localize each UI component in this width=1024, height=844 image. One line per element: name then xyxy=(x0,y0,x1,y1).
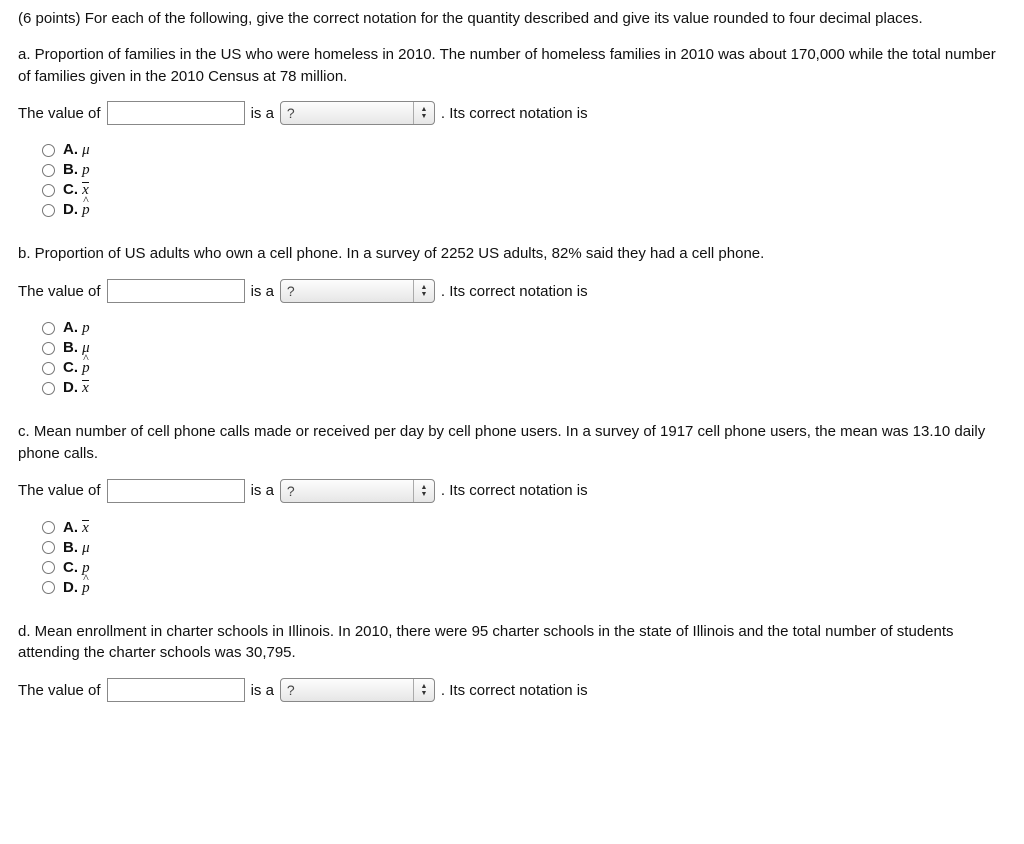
select-value: ? xyxy=(281,480,413,502)
part-b: b. Proportion of US adults who own a cel… xyxy=(18,243,1006,397)
select-value: ? xyxy=(281,679,413,701)
option-label: B. p xyxy=(63,161,90,179)
label-notation-is: . Its correct notation is xyxy=(441,105,588,122)
label-is-a: is a xyxy=(251,105,274,122)
radio-icon xyxy=(42,204,55,217)
option-label: B. μ xyxy=(63,539,90,557)
part-c-option-c[interactable]: C. p xyxy=(42,559,1006,577)
label-notation-is: . Its correct notation is xyxy=(441,283,588,300)
part-c-value-input[interactable] xyxy=(107,479,245,503)
option-label: D. x xyxy=(63,379,89,397)
label-value-of: The value of xyxy=(18,105,101,122)
radio-icon xyxy=(42,342,55,355)
part-a-value-input[interactable] xyxy=(107,101,245,125)
question-page: (6 points) For each of the following, gi… xyxy=(0,0,1024,722)
part-b-option-c[interactable]: C. p xyxy=(42,359,1006,377)
option-label: D. p xyxy=(63,201,90,219)
radio-icon xyxy=(42,362,55,375)
stepper-icon: ▲▼ xyxy=(414,280,434,302)
option-label: A. x xyxy=(63,519,89,537)
part-b-option-d[interactable]: D. x xyxy=(42,379,1006,397)
radio-icon xyxy=(42,382,55,395)
radio-icon xyxy=(42,164,55,177)
part-c-prompt: c. Mean number of cell phone calls made … xyxy=(18,421,1006,465)
option-label: A. μ xyxy=(63,141,90,159)
part-c-options: A. x B. μ C. p D. p xyxy=(42,519,1006,597)
part-a-option-b[interactable]: B. p xyxy=(42,161,1006,179)
part-a-type-select[interactable]: ? ▲▼ xyxy=(280,101,435,125)
option-label: D. p xyxy=(63,579,90,597)
label-value-of: The value of xyxy=(18,283,101,300)
option-label: A. p xyxy=(63,319,90,337)
part-b-answer-row: The value of is a ? ▲▼ . Its correct not… xyxy=(18,279,1006,303)
part-d-answer-row: The value of is a ? ▲▼ . Its correct not… xyxy=(18,678,1006,702)
part-c-option-d[interactable]: D. p xyxy=(42,579,1006,597)
label-is-a: is a xyxy=(251,682,274,699)
radio-icon xyxy=(42,561,55,574)
part-c-option-b[interactable]: B. μ xyxy=(42,539,1006,557)
intro-text: (6 points) For each of the following, gi… xyxy=(18,8,1006,30)
radio-icon xyxy=(42,521,55,534)
part-b-type-select[interactable]: ? ▲▼ xyxy=(280,279,435,303)
part-d-value-input[interactable] xyxy=(107,678,245,702)
part-a-option-a[interactable]: A. μ xyxy=(42,141,1006,159)
label-notation-is: . Its correct notation is xyxy=(441,682,588,699)
label-notation-is: . Its correct notation is xyxy=(441,482,588,499)
radio-icon xyxy=(42,322,55,335)
part-a-option-d[interactable]: D. p xyxy=(42,201,1006,219)
select-value: ? xyxy=(281,102,413,124)
part-b-value-input[interactable] xyxy=(107,279,245,303)
part-d-type-select[interactable]: ? ▲▼ xyxy=(280,678,435,702)
stepper-icon: ▲▼ xyxy=(414,679,434,701)
part-a-options: A. μ B. p C. x D. p xyxy=(42,141,1006,219)
part-d: d. Mean enrollment in charter schools in… xyxy=(18,621,1006,703)
stepper-icon: ▲▼ xyxy=(414,480,434,502)
label-value-of: The value of xyxy=(18,682,101,699)
part-a: a. Proportion of families in the US who … xyxy=(18,44,1006,220)
part-a-prompt: a. Proportion of families in the US who … xyxy=(18,44,1006,88)
part-b-options: A. p B. μ C. p D. x xyxy=(42,319,1006,397)
part-c: c. Mean number of cell phone calls made … xyxy=(18,421,1006,597)
part-a-option-c[interactable]: C. x xyxy=(42,181,1006,199)
radio-icon xyxy=(42,184,55,197)
radio-icon xyxy=(42,541,55,554)
radio-icon xyxy=(42,144,55,157)
part-b-option-a[interactable]: A. p xyxy=(42,319,1006,337)
part-b-prompt: b. Proportion of US adults who own a cel… xyxy=(18,243,1006,265)
label-value-of: The value of xyxy=(18,482,101,499)
part-b-option-b[interactable]: B. μ xyxy=(42,339,1006,357)
part-d-prompt: d. Mean enrollment in charter schools in… xyxy=(18,621,1006,665)
stepper-icon: ▲▼ xyxy=(414,102,434,124)
part-a-answer-row: The value of is a ? ▲▼ . Its correct not… xyxy=(18,101,1006,125)
label-is-a: is a xyxy=(251,283,274,300)
part-c-type-select[interactable]: ? ▲▼ xyxy=(280,479,435,503)
option-label: C. p xyxy=(63,359,90,377)
part-c-answer-row: The value of is a ? ▲▼ . Its correct not… xyxy=(18,479,1006,503)
label-is-a: is a xyxy=(251,482,274,499)
select-value: ? xyxy=(281,280,413,302)
part-c-option-a[interactable]: A. x xyxy=(42,519,1006,537)
radio-icon xyxy=(42,581,55,594)
